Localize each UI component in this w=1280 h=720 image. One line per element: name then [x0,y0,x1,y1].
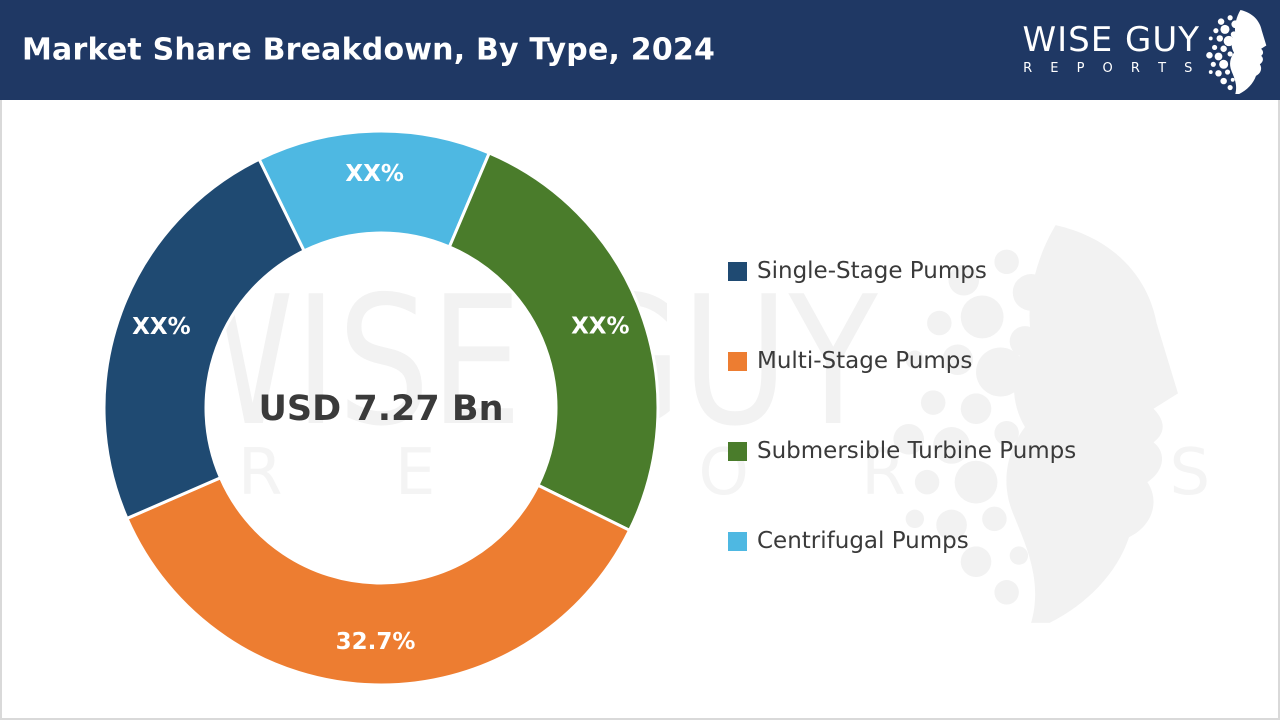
legend-item: Submersible Turbine Pumps [728,438,1077,464]
page-title: Market Share Breakdown, By Type, 2024 [22,32,716,68]
brand-logo: WISE GUY R E P O R T S [1022,6,1272,94]
legend-label: Centrifugal Pumps [757,528,969,554]
brand-name: WISE GUY [1022,20,1200,60]
legend-item: Multi-Stage Pumps [728,348,1076,374]
legend-label: Single-Stage Pumps [757,258,987,284]
legend-swatch-centrifugal [728,531,747,551]
brand-face-icon [1206,10,1267,94]
donut-segment-multi-stage-pumps [125,476,632,687]
segment-value-label: XX% [132,314,191,340]
segment-value-label: 32.7% [336,629,416,655]
brand-tagline: R E P O R T S [1023,61,1200,76]
legend-swatch-submersible-turbine [728,441,747,461]
legend-label: Multi-Stage Pumps [757,348,973,374]
donut-segment-single-stage-pumps [102,157,306,520]
brand-logo-text: WISE GUY R E P O R T S [1022,22,1200,76]
header-bar: Market Share Breakdown, By Type, 2024 WI… [0,0,1280,100]
legend-swatch-single-stage [728,261,747,281]
legend-label: Submersible Turbine Pumps [757,438,1077,464]
legend: Single-Stage Pumps Multi-Stage Pumps Sub… [728,258,1077,620]
legend-swatch-multi-stage [728,351,747,371]
segment-value-label: XX% [345,161,404,187]
segment-value-label: XX% [571,313,630,339]
legend-item: Centrifugal Pumps [728,528,1076,554]
legend-item: Single-Stage Pumps [728,258,1076,284]
donut-segment-submersible-turbine-pumps [447,151,660,532]
chart-center-value: USD 7.27 Bn [258,389,504,429]
